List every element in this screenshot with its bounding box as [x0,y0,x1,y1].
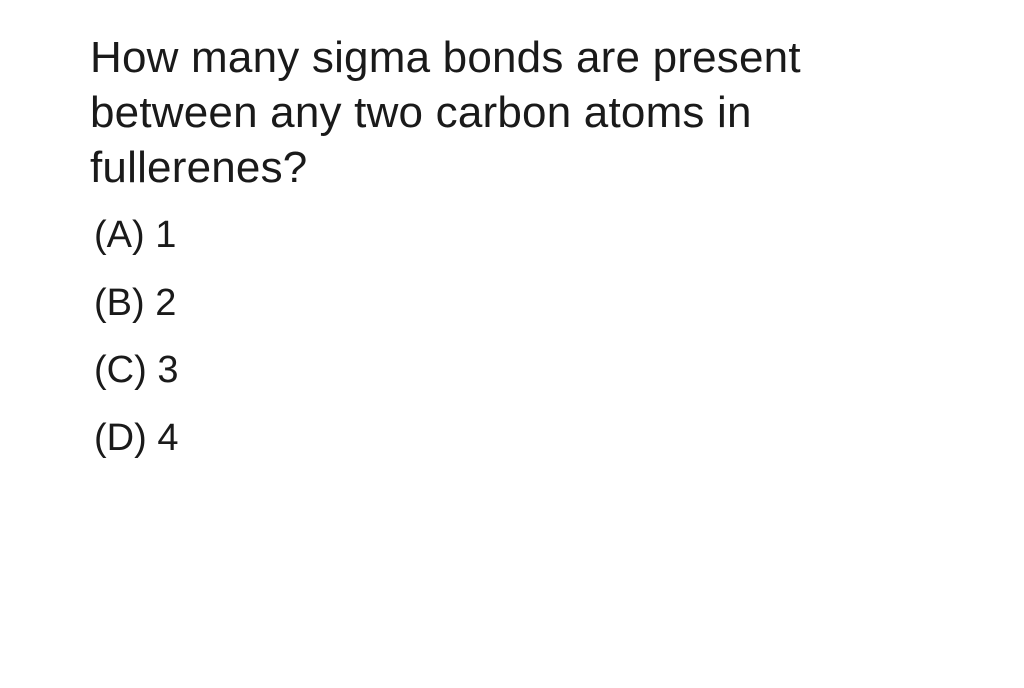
option-label: (D) [94,417,147,459]
option-value: 2 [155,282,176,324]
option-b: (B) 2 [94,281,964,327]
option-c: (C) 3 [94,348,964,394]
options-list: (A) 1 (B) 2 (C) 3 (D) 4 [90,213,964,461]
question-page: How many sigma bonds are present between… [0,0,1024,491]
option-value: 3 [157,349,178,391]
option-value: 1 [155,214,176,256]
option-value: 4 [157,417,178,459]
option-label: (B) [94,282,145,324]
option-d: (D) 4 [94,416,964,462]
option-label: (C) [94,349,147,391]
option-label: (A) [94,214,145,256]
option-a: (A) 1 [94,213,964,259]
question-text: How many sigma bonds are present between… [90,30,964,195]
